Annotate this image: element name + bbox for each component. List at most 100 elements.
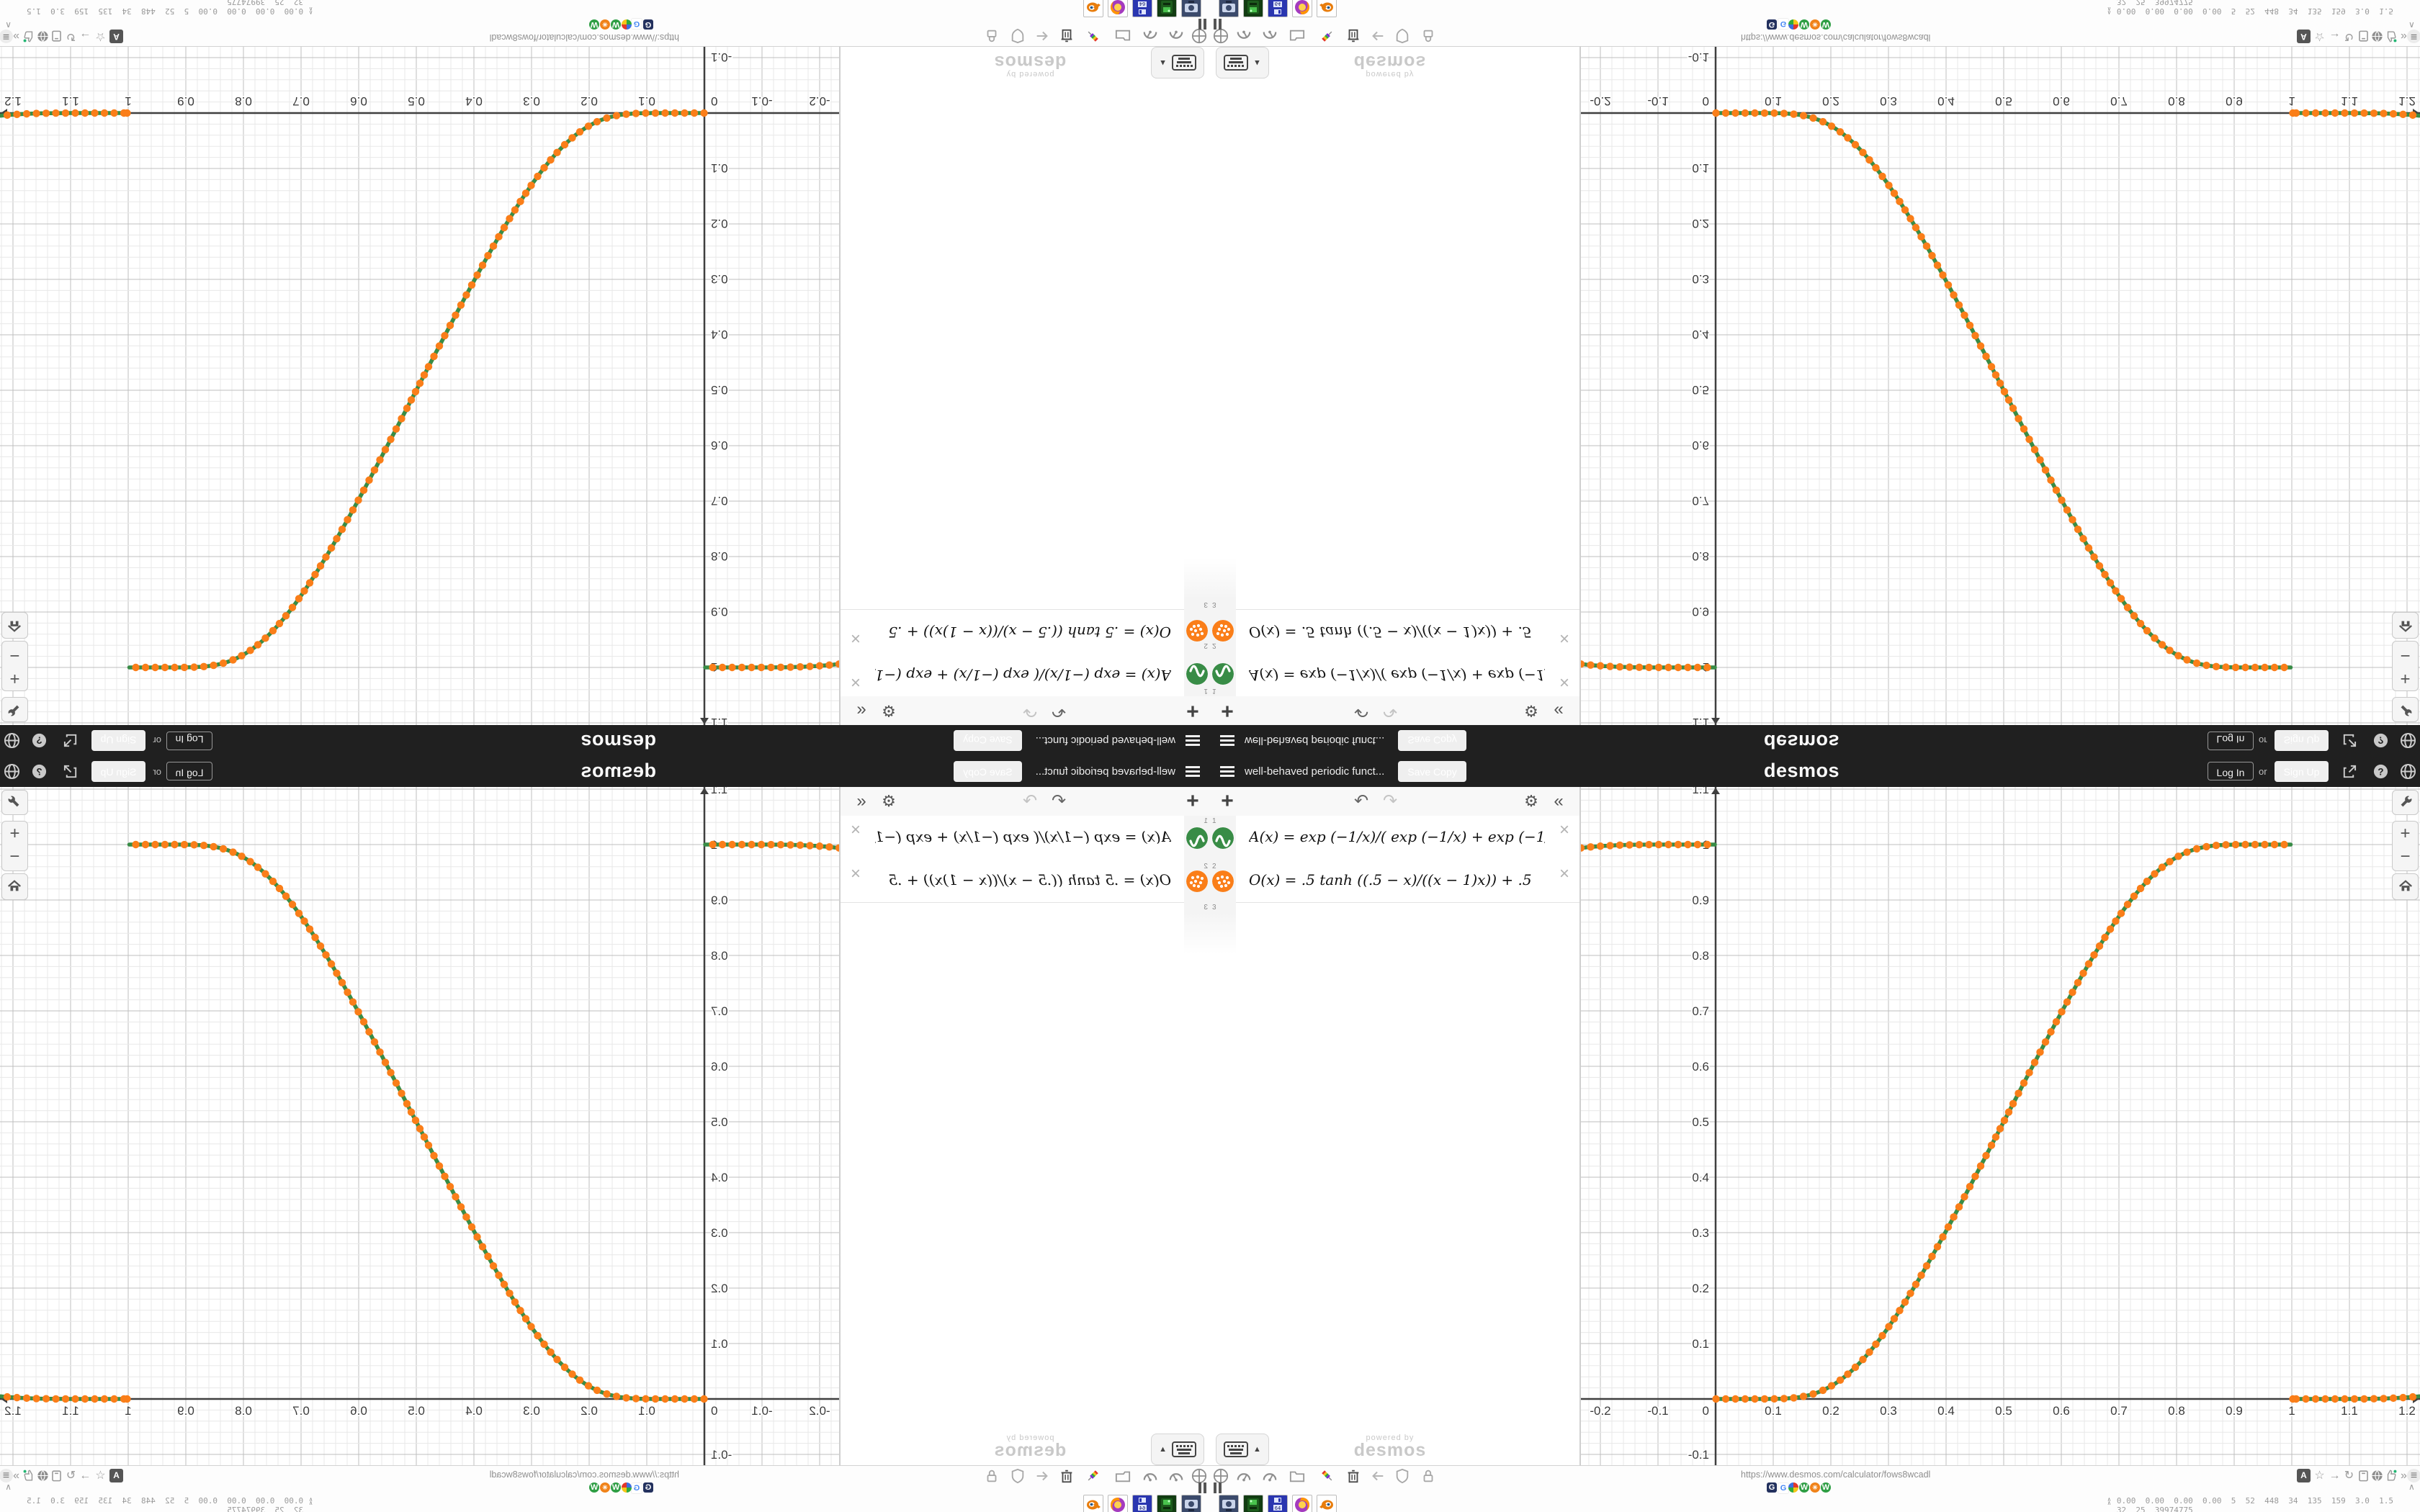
edit-list-gear-icon[interactable]: ⚙ bbox=[1524, 792, 1538, 810]
graph-title[interactable]: well-behaved periodic funct... bbox=[1245, 765, 1385, 778]
hamburger-menu-icon[interactable] bbox=[1220, 766, 1234, 768]
help-icon[interactable]: ? bbox=[2372, 763, 2389, 780]
graph-settings-wrench-button[interactable] bbox=[1, 790, 28, 815]
bookmark-star-icon[interactable]: ☆ bbox=[2314, 1470, 2325, 1482]
web-globe-icon[interactable] bbox=[1211, 28, 1230, 44]
graph-paper[interactable]: -0.2 -0.1 0.1 0.2 0.3 0.4 0.5 0.6 0.7 0.8 0.9 1 1.1 1… bbox=[0, 47, 843, 731]
graph-canvas[interactable]: -0.2 -0.1 0.1 0.2 0.3 0.4 0.5 0.6 0.7 0.8 0.9 1 1.1 1… bbox=[0, 781, 843, 1465]
share-icon[interactable] bbox=[2341, 732, 2357, 749]
expression-gutter-2[interactable]: 2 bbox=[1184, 861, 1210, 902]
expression-row-2[interactable]: 2 O(x) = .5 tanh ((.5 − x)/((x − 1)x)) +… bbox=[841, 609, 1210, 651]
hamburger-menu-icon[interactable] bbox=[1186, 766, 1200, 768]
color-pin-icon[interactable] bbox=[1083, 1468, 1102, 1484]
orange-gear-favicon[interactable]: ✳ bbox=[1810, 1482, 1820, 1493]
undo-icon[interactable]: ↶ bbox=[1051, 701, 1067, 721]
delete-expression-icon[interactable]: × bbox=[851, 864, 861, 883]
add-expression-button[interactable]: + bbox=[1221, 789, 1234, 813]
pinwheel-favicon[interactable] bbox=[622, 19, 632, 30]
bookmark-star-icon[interactable]: ☆ bbox=[95, 30, 106, 42]
expression-formula[interactable]: O(x) = .5 tanh ((.5 − x)/((x − 1)x)) + .… bbox=[888, 871, 1171, 888]
blender-app-icon[interactable] bbox=[1317, 0, 1337, 17]
folder-icon[interactable] bbox=[1113, 1468, 1132, 1484]
expression-formula[interactable]: O(x) = .5 tanh ((.5 − x)/((x − 1)x)) + .… bbox=[1249, 871, 1532, 888]
graph-canvas[interactable]: -0.2 -0.1 0.1 0.2 0.3 0.4 0.5 0.6 0.7 0.8 0.9 1 1.1 1… bbox=[0, 47, 843, 731]
green-w-favicon[interactable]: W bbox=[611, 1482, 621, 1493]
redo-icon[interactable]: ↷ bbox=[1382, 791, 1398, 811]
gauge-icon[interactable] bbox=[1234, 28, 1253, 44]
expression-formula[interactable]: A(x) = exp (−1/x)/( exp (−1/x) + exp (−1… bbox=[1249, 667, 1545, 684]
floppy-64-app-icon[interactable]: 64 bbox=[1268, 1495, 1288, 1512]
share-icon[interactable] bbox=[2341, 763, 2357, 780]
help-icon[interactable]: ? bbox=[31, 763, 48, 780]
dark-g-favicon[interactable]: G bbox=[1767, 1482, 1777, 1493]
shield-icon[interactable] bbox=[1393, 1468, 1412, 1484]
redo-icon[interactable]: ↷ bbox=[1022, 791, 1038, 811]
trash-icon[interactable] bbox=[1344, 28, 1363, 44]
expression-gutter-1[interactable]: 1 bbox=[1184, 651, 1210, 696]
forward-arrow-icon[interactable]: → bbox=[79, 1470, 91, 1482]
delete-expression-icon[interactable]: × bbox=[851, 820, 861, 840]
expression-row-1[interactable]: 1 A(x) = exp (−1/x)/( exp (−1/x) + exp (… bbox=[841, 816, 1210, 862]
translate-icon[interactable]: A bbox=[2297, 30, 2311, 43]
panel-collapse-chevron-icon[interactable]: ∧ bbox=[2408, 20, 2415, 30]
zoom-out-button[interactable]: − bbox=[2392, 846, 2419, 871]
color-pin-icon[interactable] bbox=[1083, 28, 1102, 44]
expression-row-2[interactable]: 2 O(x) = .5 tanh ((.5 − x)/((x − 1)x)) +… bbox=[841, 861, 1210, 903]
expression-gutter-1[interactable]: 1 bbox=[1210, 651, 1236, 696]
zoom-in-button[interactable]: + bbox=[2392, 821, 2419, 847]
bookmark-star-icon[interactable]: ☆ bbox=[95, 1470, 106, 1482]
thumbs-up-icon[interactable] bbox=[22, 30, 36, 43]
disk-utility-app-icon[interactable] bbox=[1157, 1495, 1177, 1512]
dark-g-favicon[interactable]: G bbox=[643, 1482, 653, 1493]
thumbs-up-icon[interactable] bbox=[2384, 1469, 2398, 1482]
help-icon[interactable]: ? bbox=[31, 732, 48, 749]
delete-expression-icon[interactable]: × bbox=[1559, 672, 1569, 692]
google-favicon[interactable]: G bbox=[631, 18, 642, 30]
undo-icon[interactable]: ↶ bbox=[1051, 791, 1067, 811]
forward-arrow-icon[interactable]: → bbox=[2329, 1470, 2341, 1482]
forward-arrow-icon[interactable]: → bbox=[79, 30, 91, 42]
zoom-out-button[interactable]: − bbox=[2392, 641, 2419, 666]
thumbs-up-icon[interactable] bbox=[22, 1469, 36, 1482]
add-expression-button[interactable]: + bbox=[1186, 789, 1199, 813]
language-globe-icon[interactable] bbox=[2400, 763, 2416, 780]
zoom-out-button[interactable]: − bbox=[1, 641, 28, 666]
trash-icon[interactable] bbox=[1344, 1468, 1363, 1484]
panel-collapse-chevron-icon[interactable]: ∧ bbox=[2408, 1482, 2415, 1492]
pinwheel-favicon[interactable] bbox=[1788, 1482, 1798, 1493]
save-copy-button[interactable]: Save Copy bbox=[1398, 730, 1466, 751]
default-zoom-home-button[interactable] bbox=[2392, 612, 2419, 639]
firefox-app-icon[interactable] bbox=[1108, 1495, 1128, 1512]
blender-app-icon[interactable] bbox=[1317, 1495, 1337, 1512]
keyboard-toggle-button[interactable]: ▲ bbox=[1216, 1434, 1269, 1465]
color-pin-icon[interactable] bbox=[1318, 1468, 1337, 1484]
green-w-favicon-2[interactable]: W bbox=[589, 19, 599, 30]
screenshot-app-icon[interactable] bbox=[1219, 0, 1239, 17]
expression-row-3-empty[interactable]: 3 bbox=[841, 902, 1210, 954]
gauge-icon-2[interactable] bbox=[1260, 28, 1279, 44]
dark-g-favicon[interactable]: G bbox=[643, 19, 653, 30]
sign-up-button[interactable]: Sign Up bbox=[91, 761, 145, 782]
page-url[interactable]: https://www.desmos.com/calculator/fows8w… bbox=[489, 32, 679, 42]
undo-icon[interactable]: ↶ bbox=[1353, 791, 1369, 811]
web-globe-icon[interactable] bbox=[1190, 1468, 1209, 1484]
reload-icon[interactable]: ↻ bbox=[2344, 30, 2354, 42]
reload-icon[interactable]: ↻ bbox=[66, 1470, 76, 1482]
orange-gear-favicon[interactable]: ✳ bbox=[1810, 19, 1820, 30]
gauge-icon[interactable] bbox=[1167, 28, 1186, 44]
reload-icon[interactable]: ↻ bbox=[66, 30, 76, 42]
sign-up-button[interactable]: Sign Up bbox=[2275, 730, 2329, 751]
gauge-icon-2[interactable] bbox=[1260, 1468, 1279, 1484]
default-zoom-home-button[interactable] bbox=[1, 612, 28, 639]
green-w-favicon-2[interactable]: W bbox=[1821, 1482, 1831, 1493]
keyboard-toggle-button[interactable]: ▲ bbox=[1151, 47, 1204, 78]
share-icon[interactable] bbox=[63, 732, 79, 749]
green-w-favicon[interactable]: W bbox=[611, 19, 621, 30]
desmos-wordmark[interactable]: desmos bbox=[580, 760, 656, 781]
web-globe-icon[interactable] bbox=[1190, 28, 1209, 44]
google-favicon[interactable]: G bbox=[631, 1482, 642, 1494]
disk-utility-app-icon[interactable] bbox=[1243, 0, 1263, 17]
translate-icon[interactable]: A bbox=[109, 1469, 123, 1482]
orange-dots-style-icon[interactable] bbox=[1212, 620, 1234, 642]
keyboard-toggle-button[interactable]: ▲ bbox=[1216, 47, 1269, 78]
